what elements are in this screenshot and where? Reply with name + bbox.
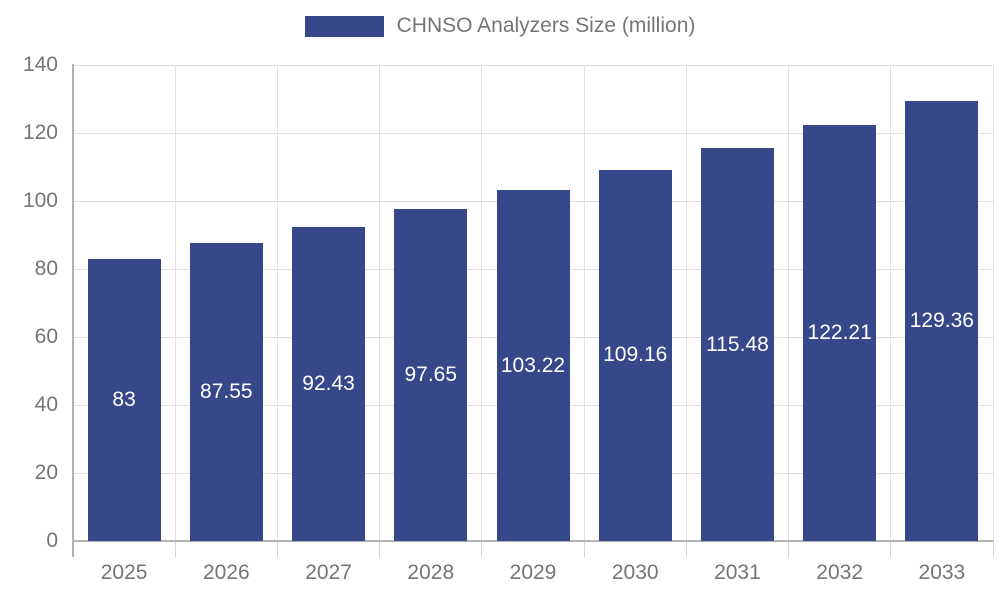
x-axis-tick <box>481 541 483 557</box>
legend-swatch <box>304 15 384 37</box>
bar-value-label: 109.16 <box>603 343 668 367</box>
bar-2028[interactable] <box>394 208 468 541</box>
legend-item[interactable]: CHNSO Analyzers Size (million) <box>304 14 696 38</box>
bar-value-label: 87.55 <box>200 380 253 404</box>
x-axis-tick-label: 2029 <box>509 561 557 584</box>
x-gridline <box>276 65 278 541</box>
x-axis-tick-label: 2033 <box>918 561 966 584</box>
y-axis-tick-label: 40 <box>34 393 58 416</box>
bar-2032[interactable] <box>803 125 877 541</box>
bar-value-label: 129.36 <box>909 309 974 333</box>
bar-2031[interactable] <box>700 148 774 541</box>
x-axis-tick-label: 2027 <box>305 561 352 584</box>
bar-value-label: 122.21 <box>807 321 872 345</box>
x-gridline <box>685 65 687 541</box>
x-axis-tick <box>276 541 278 557</box>
x-axis-line <box>73 540 993 542</box>
x-axis-tick <box>685 541 687 557</box>
y-axis-tick-label: 120 <box>22 121 58 144</box>
x-axis-tick-label: 2030 <box>611 561 659 584</box>
x-gridline <box>992 65 994 541</box>
x-gridline <box>788 65 790 541</box>
bar-value-label: 97.65 <box>404 362 458 386</box>
x-axis-tick <box>992 541 994 557</box>
y-axis-tick-label: 0 <box>46 529 58 552</box>
bar-value-label: 83 <box>112 387 136 411</box>
bar-value-label: 103.22 <box>500 353 566 377</box>
y-axis-tick-label: 80 <box>34 257 58 280</box>
y-axis-tick-label: 140 <box>22 53 58 76</box>
bar-2025[interactable] <box>87 258 161 541</box>
y-axis-line <box>72 64 74 557</box>
x-axis-tick-label: 2028 <box>407 561 455 584</box>
bar-2033[interactable] <box>905 101 979 541</box>
legend: CHNSO Analyzers Size (million) <box>0 14 1000 38</box>
bar-2026[interactable] <box>189 243 263 541</box>
y-axis-tick-label: 60 <box>34 325 58 348</box>
bar-2030[interactable] <box>598 169 672 541</box>
legend-label: CHNSO Analyzers Size (million) <box>396 14 696 37</box>
x-gridline <box>481 65 483 541</box>
y-axis-tick-label: 20 <box>34 461 58 484</box>
x-gridline <box>890 65 892 541</box>
bar-2029[interactable] <box>496 190 570 541</box>
x-axis-tick <box>583 541 585 557</box>
x-axis-tick-label: 2026 <box>202 561 250 584</box>
bar-value-label: 115.48 <box>706 332 769 356</box>
bar-value-label: 92.43 <box>302 371 355 395</box>
y-gridline <box>73 132 993 134</box>
y-gridline <box>73 64 993 66</box>
x-gridline <box>583 65 585 541</box>
x-axis-tick-label: 2031 <box>714 561 761 584</box>
y-axis-tick-label: 100 <box>22 189 58 212</box>
x-gridline <box>174 65 176 541</box>
x-axis-tick <box>379 541 381 557</box>
x-axis-tick-label: 2032 <box>816 561 864 584</box>
x-axis-tick-label: 2025 <box>100 561 148 584</box>
x-axis-tick <box>788 541 790 557</box>
bar-2027[interactable] <box>292 226 366 541</box>
x-axis-tick <box>174 541 176 557</box>
x-gridline <box>379 65 381 541</box>
x-axis-tick <box>890 541 892 557</box>
